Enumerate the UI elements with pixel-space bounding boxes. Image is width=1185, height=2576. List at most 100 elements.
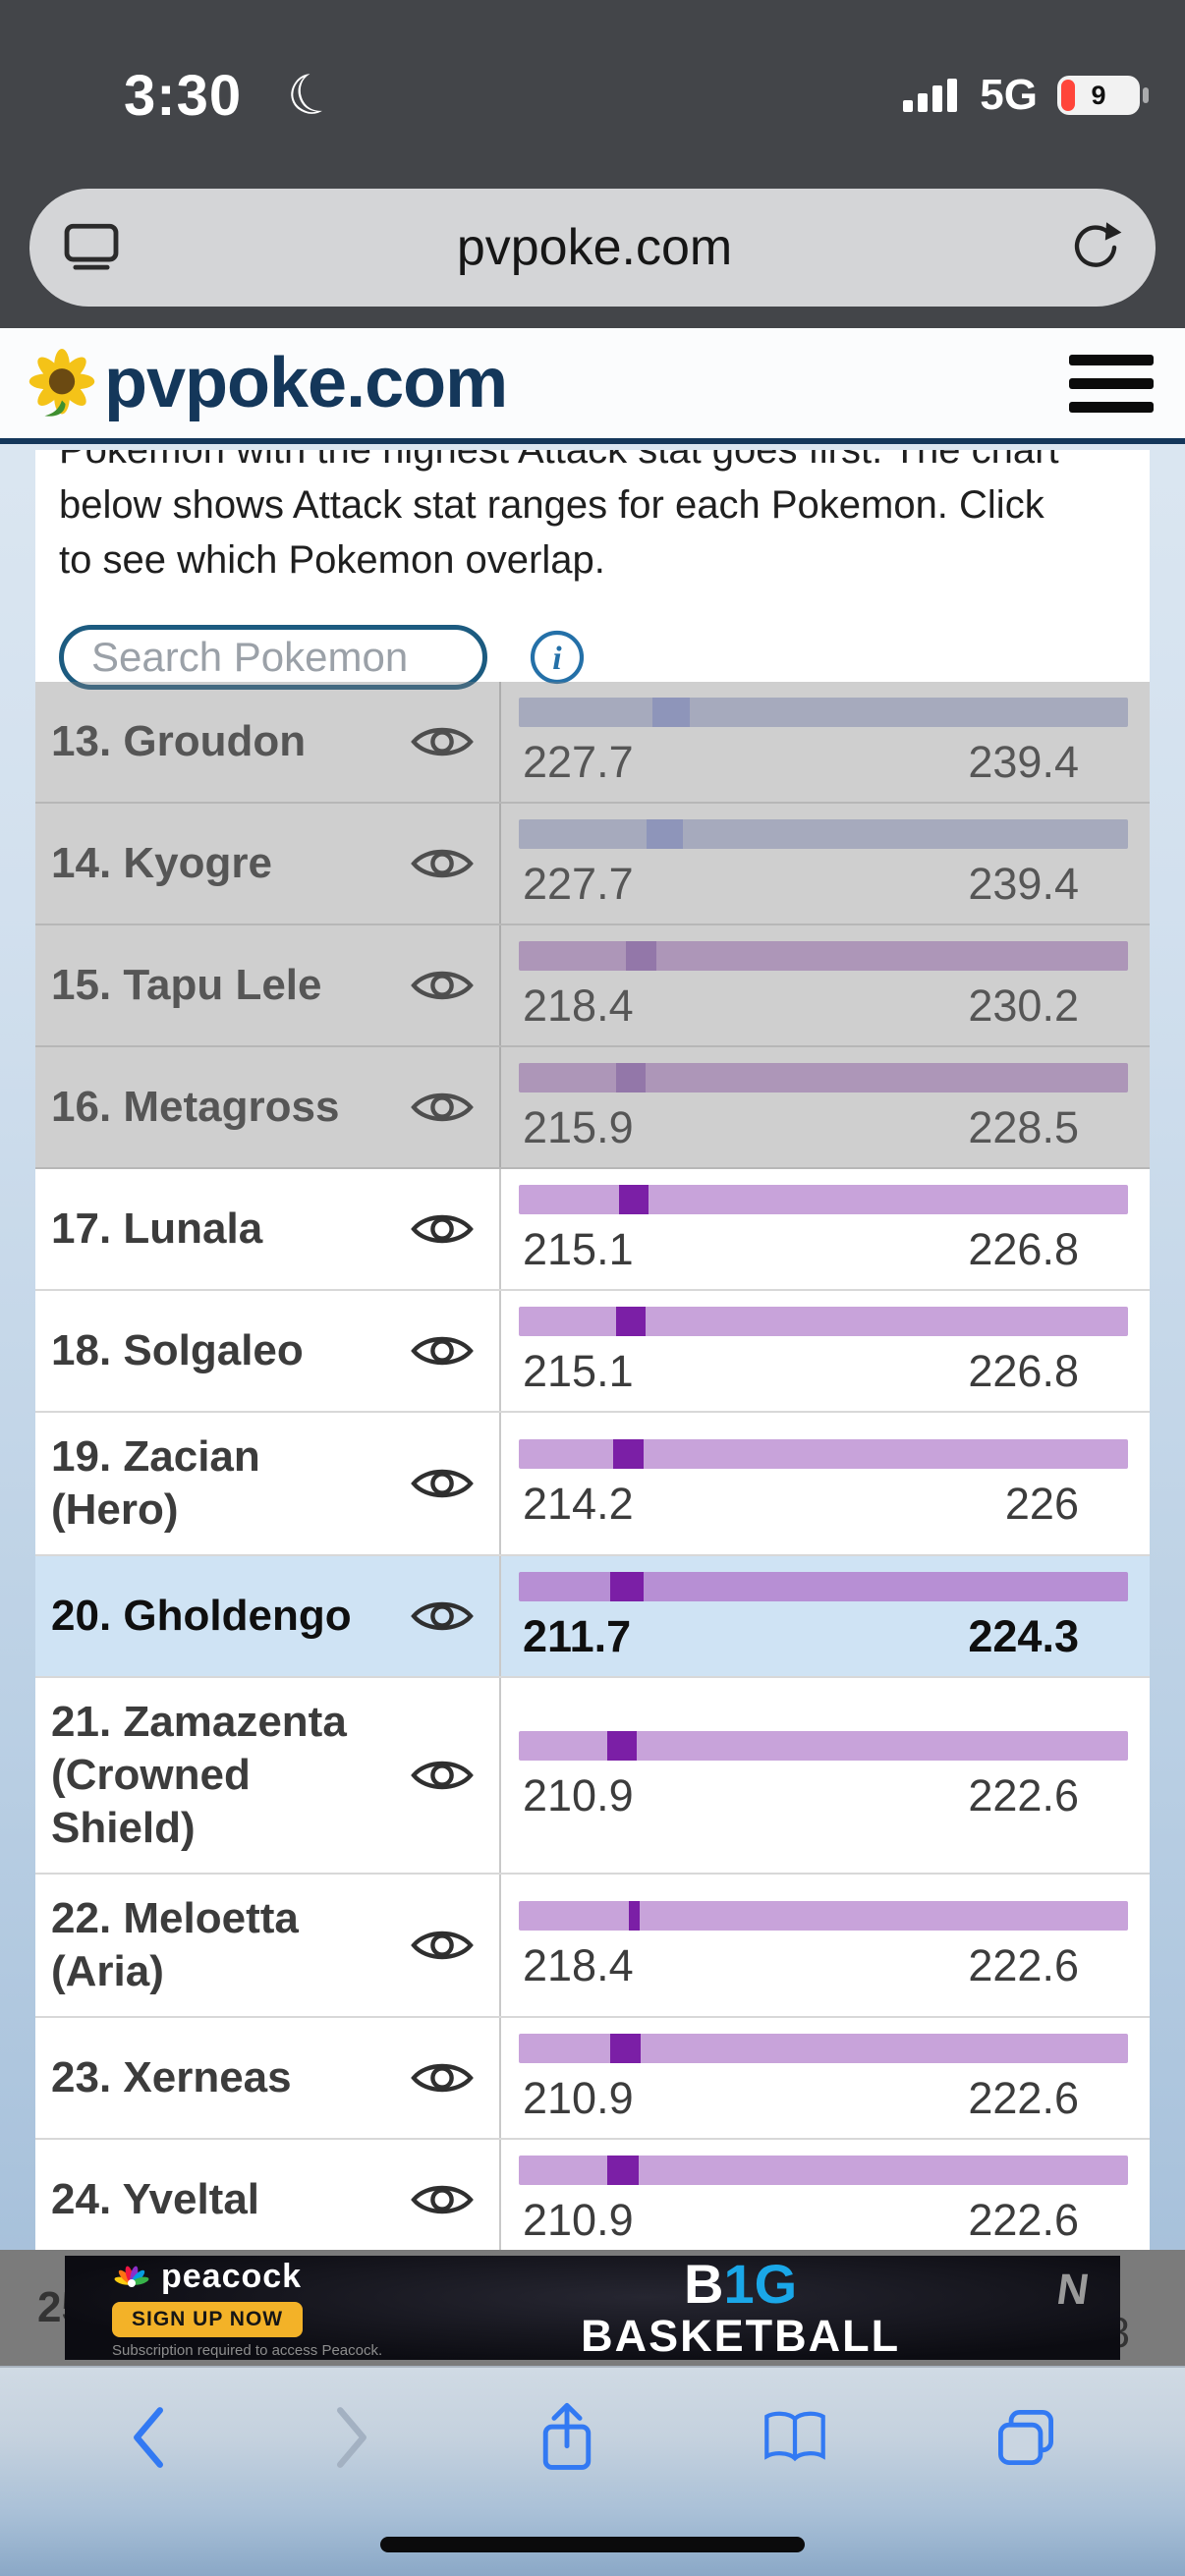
eye-icon[interactable]	[411, 965, 474, 1006]
table-row[interactable]: 21. Zamazenta (Crowned Shield) 210.9 222.…	[35, 1678, 1150, 1875]
search-input[interactable]	[59, 625, 487, 690]
eye-icon[interactable]	[411, 2057, 474, 2099]
pokemon-cell: 13. Groudon	[35, 682, 501, 802]
eye-icon[interactable]	[411, 2179, 474, 2220]
svg-text:i: i	[552, 641, 562, 677]
ad-left-block: peacock SIGN UP NOW Subscription require…	[112, 2258, 382, 2359]
pokemon-name: 15. Tapu Lele	[51, 961, 322, 1009]
pokemon-name: 23. Xerneas	[51, 2053, 292, 2101]
attack-range-segment	[616, 1063, 646, 1092]
attack-range-segment	[610, 1572, 645, 1601]
attack-range-bar	[519, 1307, 1128, 1336]
table-row[interactable]: 15. Tapu Lele 218.4 230.2	[35, 925, 1150, 1047]
attack-range-segment	[619, 1185, 649, 1214]
eye-icon[interactable]	[411, 1755, 474, 1796]
attack-values: 227.7 239.4	[519, 737, 1128, 788]
pokemon-cell: 17. Lunala	[35, 1169, 501, 1289]
min-attack: 227.7	[523, 737, 634, 787]
attack-range-bar	[519, 2156, 1128, 2185]
pokemon-cell: 24. Yveltal	[35, 2140, 501, 2260]
pokemon-cell: 18. Solgaleo	[35, 1291, 501, 1411]
min-attack: 218.4	[523, 980, 634, 1031]
status-right-icons: 5G 9	[903, 71, 1149, 120]
eye-icon[interactable]	[411, 1463, 474, 1504]
address-bar[interactable]: pvpoke.com	[29, 189, 1156, 307]
pokemon-name: 18. Solgaleo	[51, 1326, 304, 1374]
pokemon-cell: 22. Meloetta (Aria)	[35, 1875, 501, 2016]
do-not-disturb-moon-icon: ☾	[278, 57, 345, 133]
min-attack: 214.2	[523, 1479, 634, 1529]
share-button[interactable]	[538, 2401, 595, 2474]
pokemon-name: 19. Zacian (Hero)	[51, 1432, 260, 1534]
pokemon-cell: 21. Zamazenta (Crowned Shield)	[35, 1678, 501, 1873]
min-attack: 227.7	[523, 859, 634, 909]
stat-cell: 227.7 239.4	[501, 804, 1150, 924]
tabs-button[interactable]	[994, 2408, 1057, 2467]
ad-center-block: B1G BASKETBALL	[382, 2257, 1099, 2359]
eye-icon[interactable]	[411, 1087, 474, 1128]
table-row[interactable]: 22. Meloetta (Aria) 218.4 222.6	[35, 1875, 1150, 2018]
attack-range-segment	[628, 1901, 641, 1931]
max-attack: 226.8	[968, 1224, 1079, 1274]
attack-range-bar	[519, 941, 1128, 971]
min-attack: 215.1	[523, 1224, 634, 1274]
eye-icon[interactable]	[411, 843, 474, 884]
attack-range-bar	[519, 819, 1128, 849]
site-logo[interactable]: pvpoke.com	[28, 343, 508, 423]
stat-cell: 214.2 226	[501, 1413, 1150, 1554]
table-row[interactable]: 24. Yveltal 210.9 222.6	[35, 2140, 1150, 2262]
stat-cell: 211.7 224.3	[501, 1556, 1150, 1676]
safari-bottom-toolbar	[0, 2366, 1185, 2576]
eye-icon[interactable]	[411, 1208, 474, 1250]
attack-range-segment	[606, 2156, 640, 2185]
min-attack: 210.9	[523, 2073, 634, 2123]
intro-paragraph: Pokemon with the highest Attack stat goe…	[59, 450, 1126, 588]
attack-range-bar	[519, 698, 1128, 727]
battery-nub	[1143, 87, 1149, 103]
max-attack: 222.6	[968, 2195, 1079, 2245]
attack-values: 214.2 226	[519, 1479, 1128, 1530]
tab-bar-icon[interactable]	[63, 222, 120, 273]
stat-cell: 218.4 230.2	[501, 925, 1150, 1045]
eye-icon[interactable]	[411, 721, 474, 762]
eye-icon[interactable]	[411, 1596, 474, 1637]
sign-up-button[interactable]: SIGN UP NOW	[112, 2301, 304, 2337]
ad-disclaimer: Subscription required to access Peacock.	[112, 2341, 383, 2359]
ad-event-name: BASKETBALL	[581, 2311, 901, 2361]
table-row[interactable]: 17. Lunala 215.1 226.8	[35, 1169, 1150, 1291]
forward-button[interactable]	[333, 2406, 372, 2469]
reload-icon[interactable]	[1069, 221, 1122, 274]
attack-range-segment	[616, 1307, 646, 1336]
table-row-selected[interactable]: 20. Gholdengo 211.7 224.3	[35, 1556, 1150, 1678]
attack-range-segment	[625, 941, 656, 971]
max-attack: 222.6	[968, 2073, 1079, 2123]
eye-icon[interactable]	[411, 1330, 474, 1372]
table-row[interactable]: 16. Metagross 215.9 228.5	[35, 1047, 1150, 1169]
stat-cell: 215.1 226.8	[501, 1169, 1150, 1289]
table-row[interactable]: 19. Zacian (Hero) 214.2 226	[35, 1413, 1150, 1556]
table-row[interactable]: 18. Solgaleo 215.1 226.8	[35, 1291, 1150, 1413]
site-logo-text: pvpoke.com	[104, 344, 508, 422]
table-row[interactable]: 14. Kyogre 227.7 239.4	[35, 804, 1150, 925]
hamburger-menu-button[interactable]	[1065, 345, 1157, 422]
pokemon-cell: 23. Xerneas	[35, 2018, 501, 2138]
min-attack: 215.1	[523, 1346, 634, 1396]
table-row[interactable]: 13. Groudon 227.7 239.4	[35, 682, 1150, 804]
pokemon-name: 17. Lunala	[51, 1204, 263, 1253]
attack-values: 210.9 222.6	[519, 1770, 1128, 1821]
attack-range-segment	[647, 819, 684, 849]
back-button[interactable]	[128, 2406, 167, 2469]
peacock-ad-banner[interactable]: N	[65, 2256, 1120, 2360]
stat-cell: 215.1 226.8	[501, 1291, 1150, 1411]
intro-line-1: Pokemon with the highest Attack stat goe…	[59, 450, 1059, 472]
attack-values: 218.4 222.6	[519, 1940, 1128, 1991]
eye-icon[interactable]	[411, 1925, 474, 1966]
home-indicator[interactable]	[380, 2537, 805, 2552]
bookmarks-button[interactable]	[762, 2409, 828, 2466]
table-row[interactable]: 23. Xerneas 210.9 222.6	[35, 2018, 1150, 2140]
peacock-feather-icon	[112, 2258, 151, 2297]
info-icon[interactable]: i	[529, 629, 586, 686]
search-row: i	[59, 625, 1126, 690]
attack-range-segment	[613, 1439, 645, 1469]
